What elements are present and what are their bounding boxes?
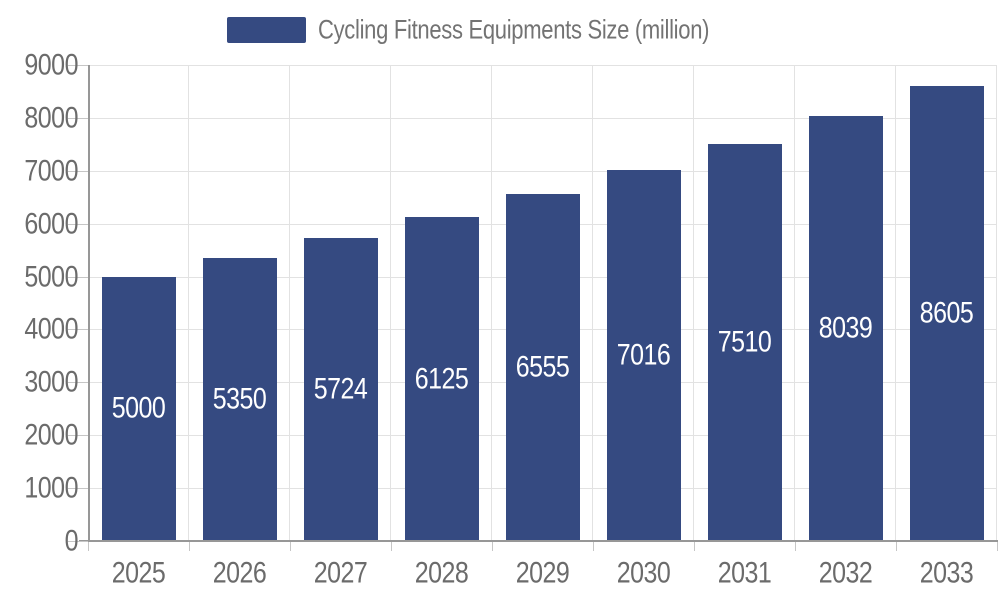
y-axis-tick xyxy=(68,382,88,384)
y-axis-tick xyxy=(68,276,88,278)
x-axis-tick xyxy=(492,542,493,551)
h-gridline-7000 xyxy=(88,170,997,172)
v-gridline xyxy=(895,65,896,541)
bar-value-label: 5350 xyxy=(212,382,267,416)
y-axis-label: 9000 xyxy=(24,48,78,82)
bar-value-label: 5000 xyxy=(111,391,166,425)
x-axis-label-2026: 2026 xyxy=(212,556,267,590)
y-axis-tick xyxy=(68,435,88,437)
x-axis-tick xyxy=(290,542,291,551)
bar-value-label: 7510 xyxy=(717,325,772,359)
y-axis-label: 5000 xyxy=(24,260,78,294)
y-axis-label: 3000 xyxy=(24,365,78,399)
y-axis-label: 8000 xyxy=(24,101,78,135)
bar-2031[interactable]: 7510 xyxy=(707,143,782,541)
bar-2029[interactable]: 6555 xyxy=(505,194,580,541)
bar-2028[interactable]: 6125 xyxy=(404,217,479,541)
x-axis-label-2031: 2031 xyxy=(717,556,772,590)
legend-title: Cycling Fitness Equipments Size (million… xyxy=(318,14,710,45)
x-axis-tick xyxy=(795,542,796,551)
bar-2027[interactable]: 5724 xyxy=(303,238,378,541)
y-axis-label: 6000 xyxy=(24,207,78,241)
bar-2025[interactable]: 5000 xyxy=(101,276,176,541)
x-axis-label-2027: 2027 xyxy=(313,556,368,590)
v-gridline xyxy=(693,65,694,541)
x-axis-tick xyxy=(189,542,190,551)
bar-value-label: 5724 xyxy=(313,372,368,406)
x-axis-tick xyxy=(997,542,998,551)
x-axis-tick xyxy=(694,542,695,551)
x-axis-label-2028: 2028 xyxy=(414,556,469,590)
x-axis-label-2032: 2032 xyxy=(818,556,873,590)
bar-value-label: 7016 xyxy=(616,338,671,372)
y-axis-tick xyxy=(68,541,88,542)
v-gridline xyxy=(390,65,391,541)
bar-2030[interactable]: 7016 xyxy=(606,169,681,541)
bar-value-label: 6555 xyxy=(515,350,570,384)
bar-2032[interactable]: 8039 xyxy=(808,115,883,541)
y-axis-tick xyxy=(68,117,88,119)
x-axis-tick xyxy=(896,542,897,551)
v-gridline xyxy=(592,65,593,541)
chart-legend[interactable]: Cycling Fitness Equipments Size (million… xyxy=(227,14,710,45)
y-axis-label: 2000 xyxy=(24,418,78,452)
y-axis-label: 7000 xyxy=(24,154,78,188)
legend-swatch xyxy=(227,17,306,43)
y-axis-label: 4000 xyxy=(24,312,78,346)
bar-value-label: 8039 xyxy=(818,311,873,345)
y-axis-label: 1000 xyxy=(24,471,78,505)
x-axis-tick xyxy=(593,542,594,551)
x-axis-line xyxy=(79,540,998,542)
v-gridline xyxy=(289,65,290,541)
x-axis-label-2029: 2029 xyxy=(515,556,570,590)
y-axis-tick xyxy=(68,170,88,172)
x-axis-tick xyxy=(88,542,89,551)
v-gridline xyxy=(491,65,492,541)
bar-2026[interactable]: 5350 xyxy=(202,258,277,541)
bar-2033[interactable]: 8605 xyxy=(909,85,984,541)
x-axis-tick xyxy=(391,542,392,551)
x-axis-label-2030: 2030 xyxy=(616,556,671,590)
y-axis-label: 0 xyxy=(64,524,79,558)
v-gridline xyxy=(188,65,189,541)
y-axis-tick xyxy=(68,329,88,331)
y-axis-line xyxy=(88,65,90,541)
h-gridline-9000 xyxy=(88,65,997,66)
y-axis-tick xyxy=(68,65,88,66)
y-axis-tick xyxy=(68,488,88,490)
y-axis-tick xyxy=(68,223,88,225)
x-axis-label-2025: 2025 xyxy=(111,556,166,590)
v-gridline xyxy=(794,65,795,541)
x-axis-label-2033: 2033 xyxy=(919,556,974,590)
bar-value-label: 8605 xyxy=(919,296,974,330)
bar-value-label: 6125 xyxy=(414,361,469,395)
v-gridline xyxy=(996,65,997,541)
h-gridline-8000 xyxy=(88,117,997,119)
plot-area: 5000 5350 5724 6125 6555 7016 7510 8039 8605 xyxy=(88,65,997,541)
